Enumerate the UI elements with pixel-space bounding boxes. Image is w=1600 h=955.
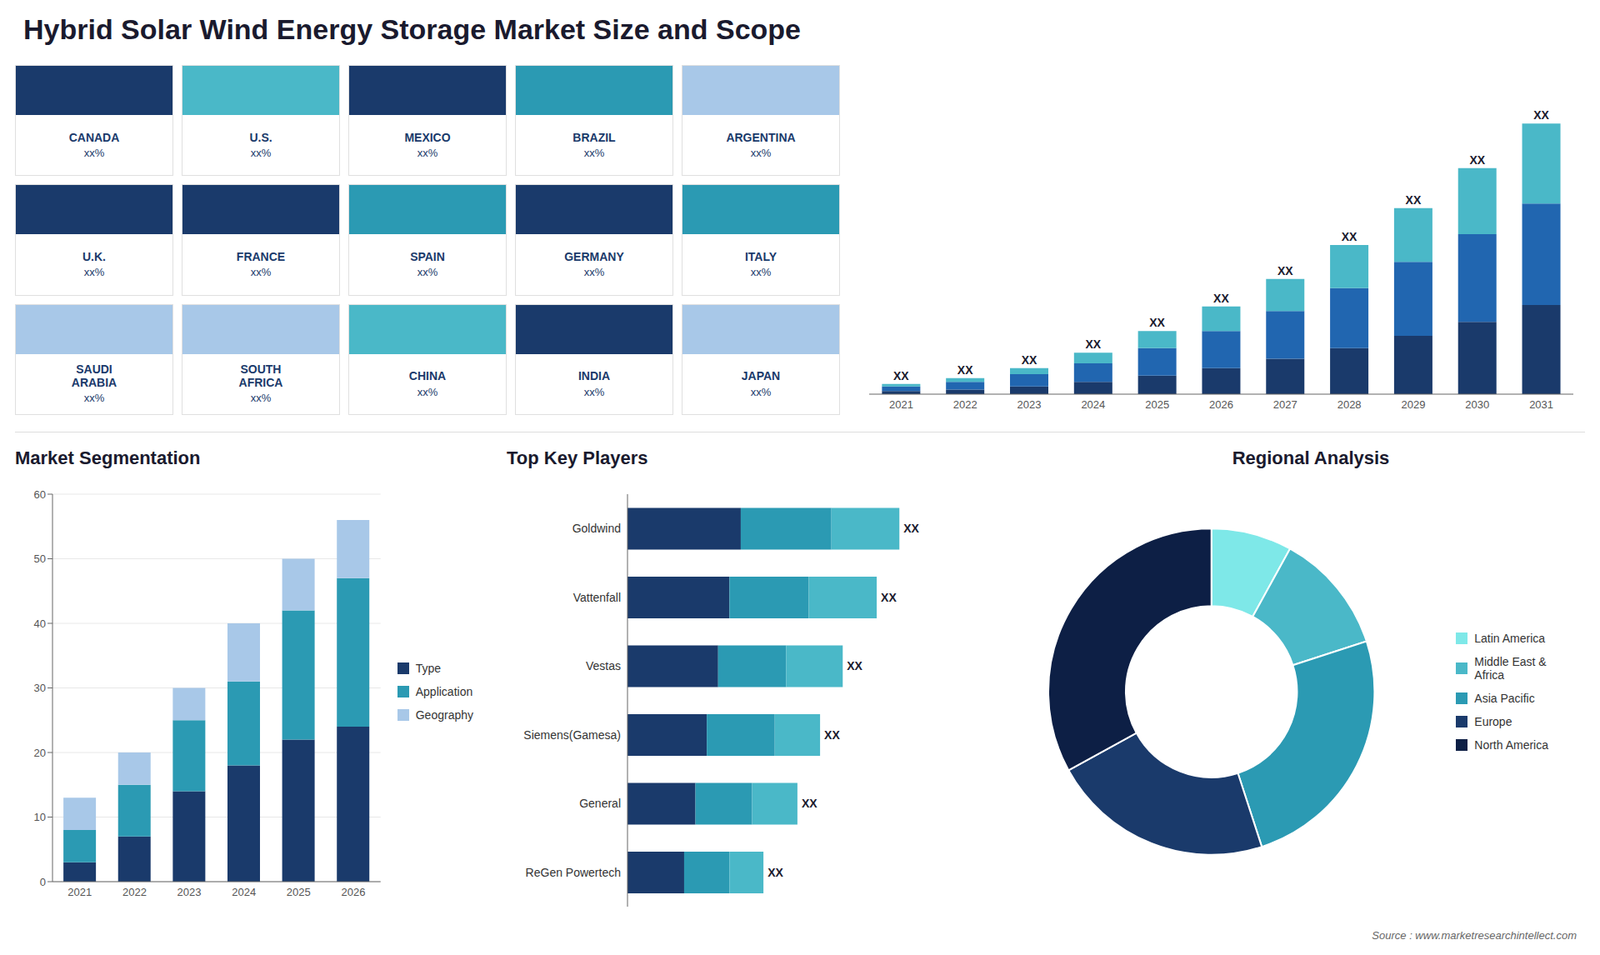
svg-text:XX: XX — [767, 865, 784, 880]
html-text:Application: Application — [415, 685, 473, 699]
svg-text:30: 30 — [34, 681, 46, 695]
svg-text:2023: 2023 — [177, 885, 202, 899]
html-text:xx%: xx% — [417, 146, 438, 160]
svg-text:2021: 2021 — [67, 885, 92, 899]
html-text:xx%: xx% — [750, 146, 772, 160]
svg-text:XX: XX — [1213, 291, 1230, 305]
html-text:FRANCE: FRANCE — [236, 249, 286, 264]
html-text:BRAZIL: BRAZIL — [572, 130, 616, 144]
html-text:xx%: xx% — [83, 146, 105, 160]
svg-text:ReGen Powertech: ReGen Powertech — [525, 865, 621, 880]
html-text:Middle East & Africa: Middle East & Africa — [1474, 655, 1547, 682]
html-text:xx%: xx% — [83, 266, 105, 279]
svg-text:XX: XX — [1021, 353, 1038, 367]
svg-text:2030: 2030 — [1465, 398, 1490, 411]
html-text:xx%: xx% — [250, 391, 272, 405]
html-text:Market Segmentation: Market Segmentation — [15, 447, 201, 469]
html-text:xx%: xx% — [583, 146, 605, 160]
svg-text:2027: 2027 — [1273, 398, 1298, 411]
svg-text:XX: XX — [801, 796, 818, 810]
html-text:CANADA: CANADA — [68, 130, 120, 144]
html-text:MEXICO: MEXICO — [404, 130, 451, 144]
svg-text:60: 60 — [34, 488, 46, 501]
html-text:SPAIN: SPAIN — [410, 249, 445, 264]
svg-text:General: General — [579, 796, 621, 810]
svg-text:XX: XX — [1405, 193, 1422, 207]
svg-text:XX: XX — [846, 659, 863, 673]
html-text:xx%: xx% — [417, 266, 438, 279]
svg-text:XX: XX — [1341, 230, 1358, 244]
svg-text:50: 50 — [34, 552, 46, 565]
html-text:ITALY: ITALY — [744, 249, 777, 264]
svg-text:Vattenfall: Vattenfall — [573, 590, 621, 605]
html-text:North America: North America — [1474, 738, 1549, 752]
svg-text:2022: 2022 — [122, 885, 147, 899]
html-text:JAPAN: JAPAN — [741, 369, 781, 383]
svg-text:XX: XX — [1277, 264, 1294, 278]
html-text:xx%: xx% — [250, 146, 272, 160]
svg-text:Vestas: Vestas — [585, 659, 621, 673]
svg-text:2028: 2028 — [1337, 398, 1362, 411]
svg-text:20: 20 — [34, 746, 46, 760]
html-text:xx%: xx% — [583, 266, 605, 279]
svg-text:XX: XX — [1149, 315, 1165, 330]
html-text:ARGENTINA: ARGENTINA — [726, 130, 796, 144]
html-text:CHINA: CHINA — [409, 369, 446, 383]
html-text:Latin America: Latin America — [1474, 631, 1546, 645]
svg-text:2026: 2026 — [340, 885, 365, 899]
svg-text:XX: XX — [1085, 337, 1101, 351]
html-text:xx%: xx% — [750, 385, 772, 398]
html-text:GERMANY: GERMANY — [564, 249, 624, 264]
html-text:Asia Pacific: Asia Pacific — [1474, 691, 1535, 705]
html-text:INDIA: INDIA — [578, 369, 611, 383]
html-text:xx%: xx% — [417, 385, 438, 398]
html-text:xx%: xx% — [583, 385, 605, 398]
svg-text:2025: 2025 — [1145, 398, 1170, 411]
svg-text:XX: XX — [880, 590, 897, 605]
svg-text:2023: 2023 — [1017, 398, 1042, 411]
html-text:SAUDI ARABIA: SAUDI ARABIA — [71, 362, 117, 390]
svg-text:2025: 2025 — [286, 885, 311, 899]
svg-text:XX: XX — [903, 521, 920, 535]
html-text:Regional Analysis: Regional Analysis — [1232, 447, 1390, 469]
svg-text:2026: 2026 — [1209, 398, 1234, 411]
svg-text:40: 40 — [34, 617, 46, 630]
svg-text:XX: XX — [957, 363, 974, 377]
svg-text:2031: 2031 — [1529, 398, 1554, 411]
html-text:Hybrid Solar Wind Energy Stora: Hybrid Solar Wind Energy Storage Market … — [23, 13, 801, 45]
svg-text:2022: 2022 — [953, 398, 978, 411]
html-text:U.S.: U.S. — [249, 130, 273, 144]
svg-text:2024: 2024 — [231, 885, 256, 899]
svg-text:Siemens(Gamesa): Siemens(Gamesa) — [523, 728, 621, 742]
html-text:xx%: xx% — [83, 391, 105, 405]
svg-text:2024: 2024 — [1080, 398, 1105, 411]
svg-text:XX: XX — [1533, 108, 1550, 122]
svg-text:0: 0 — [40, 875, 46, 889]
svg-text:2029: 2029 — [1400, 398, 1425, 411]
svg-text:XX: XX — [893, 369, 910, 383]
svg-text:XX: XX — [824, 728, 840, 742]
html-text:xx%: xx% — [250, 266, 272, 279]
html-text:Geography: Geography — [415, 708, 474, 722]
svg-text:10: 10 — [34, 810, 46, 824]
html-text:xx%: xx% — [750, 266, 772, 279]
svg-text:Goldwind: Goldwind — [572, 521, 621, 535]
html-text:Top Key Players: Top Key Players — [506, 447, 648, 469]
svg-text:XX: XX — [1469, 153, 1485, 167]
html-text:U.K.: U.K. — [82, 249, 106, 264]
html-text:Type: Type — [415, 661, 441, 675]
html-text:Europe: Europe — [1474, 715, 1513, 729]
html-text:Source : www.marketresearchint: Source : www.marketresearchintellect.com — [1371, 929, 1577, 942]
html-text:SOUTH AFRICA: SOUTH AFRICA — [238, 362, 283, 390]
svg-text:2021: 2021 — [889, 398, 914, 411]
